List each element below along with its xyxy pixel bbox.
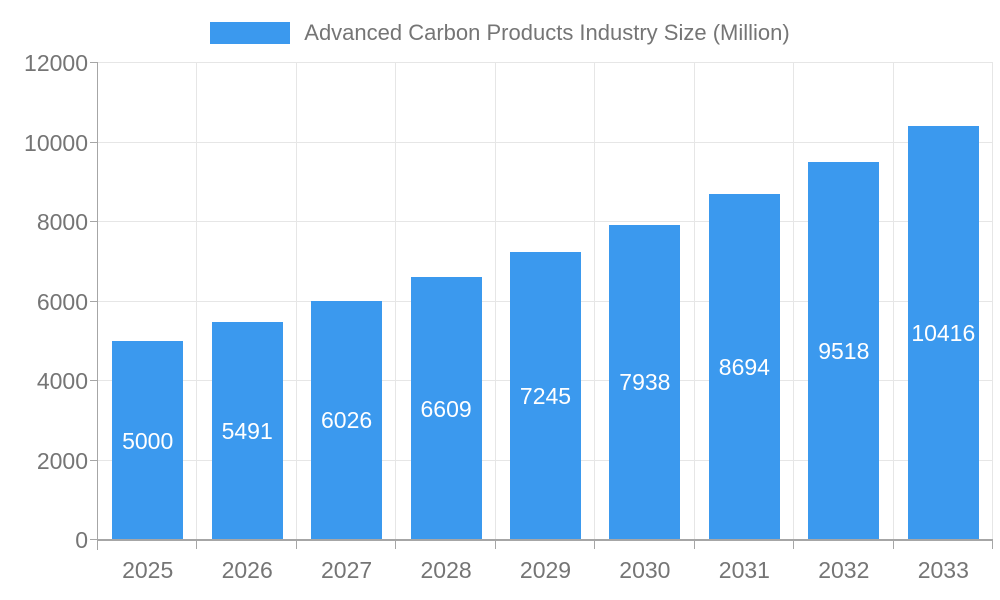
y-tick-label: 12000 bbox=[24, 50, 88, 76]
y-tick bbox=[90, 300, 98, 302]
bar-value-label: 6609 bbox=[420, 395, 472, 422]
x-tick-label: 2032 bbox=[818, 557, 870, 583]
x-tick bbox=[694, 540, 695, 549]
x-tick-label: 2030 bbox=[619, 557, 671, 583]
x-tick-label: 2033 bbox=[917, 557, 969, 583]
x-tick bbox=[893, 540, 894, 549]
y-axis-labels: 0 2000 4000 6000 8000 10000 12000 bbox=[0, 0, 88, 600]
bar[interactable]: 5491 bbox=[211, 321, 283, 540]
bar-value-label: 7245 bbox=[519, 383, 572, 409]
y-tick-label: 10000 bbox=[24, 129, 88, 156]
x-tick bbox=[196, 540, 197, 549]
bar-value-label: 10416 bbox=[911, 320, 976, 346]
y-tick bbox=[90, 141, 98, 143]
x-tick bbox=[992, 540, 993, 549]
y-tick bbox=[90, 221, 98, 222]
x-tick-label: 2026 bbox=[221, 557, 273, 583]
x-tick bbox=[395, 540, 396, 549]
v-gridline bbox=[594, 63, 595, 540]
legend-label[interactable]: Advanced Carbon Products Industry Size (… bbox=[304, 20, 790, 45]
x-tick-label: 2025 bbox=[122, 557, 174, 583]
x-tick-label: 2029 bbox=[519, 557, 572, 583]
y-tick-label: 2000 bbox=[36, 447, 88, 474]
y-tick-label: 0 bbox=[75, 527, 88, 553]
x-axis-line bbox=[98, 539, 993, 541]
bar-value-label: 5000 bbox=[122, 427, 174, 454]
bar[interactable]: 6026 bbox=[311, 300, 383, 540]
y-axis-line bbox=[97, 63, 98, 550]
bar-value-label: 8694 bbox=[718, 354, 770, 381]
bar[interactable]: 10416 bbox=[907, 126, 979, 540]
x-tick bbox=[97, 540, 98, 549]
bar[interactable]: 8694 bbox=[708, 194, 780, 540]
x-tick bbox=[296, 540, 297, 549]
x-tick-label: 2027 bbox=[321, 557, 373, 583]
bar[interactable]: 7245 bbox=[510, 252, 581, 540]
v-gridline bbox=[296, 63, 297, 540]
v-gridline bbox=[992, 63, 993, 540]
x-tick bbox=[495, 540, 496, 549]
bar-value-label: 5491 bbox=[221, 417, 273, 444]
h-gridline bbox=[98, 221, 993, 222]
y-tick bbox=[90, 380, 98, 381]
bar-value-label: 9518 bbox=[818, 337, 870, 364]
y-tick-label: 8000 bbox=[36, 209, 88, 235]
v-gridline bbox=[196, 63, 197, 540]
bar[interactable]: 7938 bbox=[609, 224, 681, 540]
y-tick bbox=[90, 459, 98, 461]
y-tick-label: 6000 bbox=[36, 288, 88, 315]
h-gridline bbox=[98, 141, 993, 143]
y-tick bbox=[90, 539, 98, 540]
v-gridline bbox=[793, 63, 794, 540]
x-tick bbox=[594, 540, 595, 549]
y-tick-label: 4000 bbox=[36, 368, 88, 394]
x-tick-label: 2028 bbox=[420, 557, 472, 583]
v-gridline bbox=[893, 63, 894, 540]
bar[interactable]: 6609 bbox=[410, 277, 482, 540]
v-gridline bbox=[694, 63, 695, 540]
bar-value-label: 7938 bbox=[619, 369, 671, 396]
y-tick bbox=[90, 62, 98, 63]
bar-value-label: 6026 bbox=[321, 407, 373, 434]
bar[interactable]: 5000 bbox=[112, 341, 184, 540]
plot-area: 5000 5491 6026 6609 7245 7938 8694 9518 10416 bbox=[97, 62, 993, 550]
bar[interactable]: 9518 bbox=[808, 161, 880, 540]
x-tick bbox=[793, 540, 794, 549]
v-gridline bbox=[495, 63, 496, 540]
v-gridline bbox=[395, 63, 396, 540]
legend-swatch[interactable] bbox=[210, 22, 291, 44]
legend: Advanced Carbon Products Industry Size (… bbox=[0, 20, 1000, 46]
x-tick-label: 2031 bbox=[718, 557, 770, 583]
h-gridline bbox=[98, 62, 993, 63]
